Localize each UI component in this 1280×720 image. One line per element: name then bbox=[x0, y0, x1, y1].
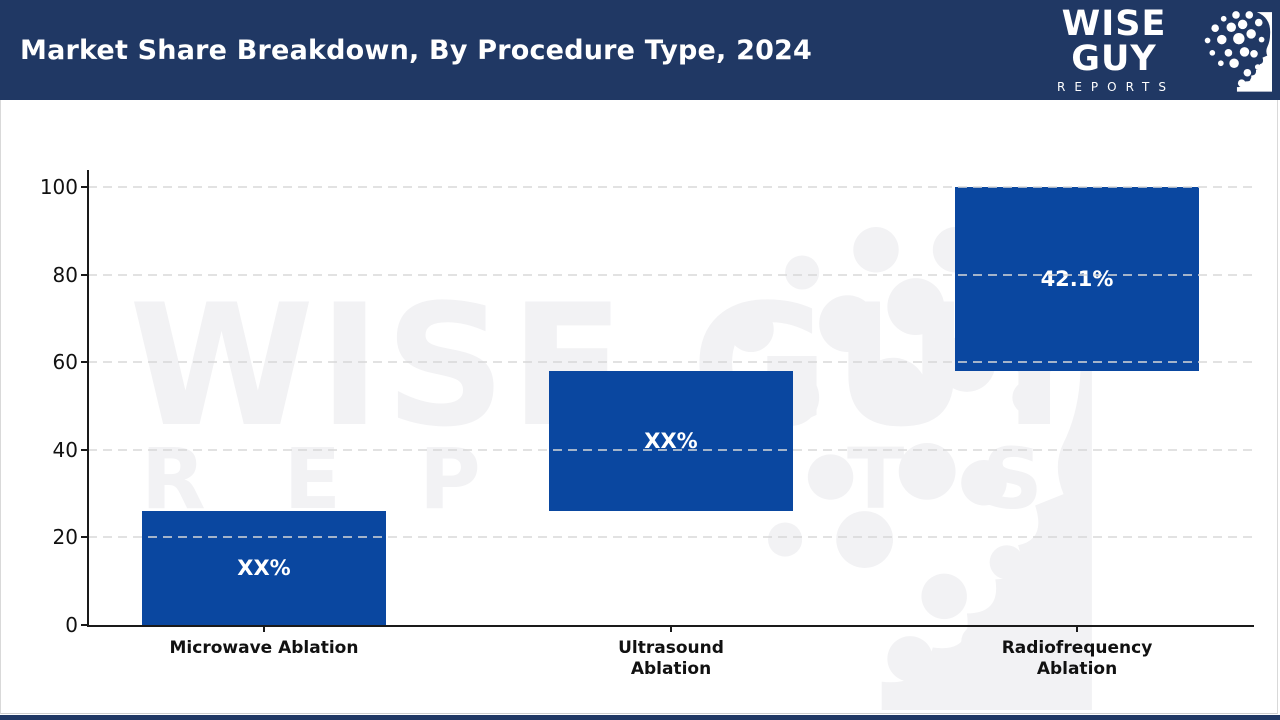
x-axis-category-label: Ultrasound Ablation bbox=[618, 638, 724, 679]
gridline-80 bbox=[88, 273, 1253, 276]
bar-value-label: 42.1% bbox=[1040, 267, 1114, 292]
logo-wordmark: WISE GUY REPORTS bbox=[1032, 3, 1196, 94]
y-axis-tick-label: 20 bbox=[52, 525, 78, 550]
gridline-40 bbox=[88, 448, 1253, 451]
y-axis-tick-label: 40 bbox=[52, 437, 78, 462]
x-axis-category-label: Microwave Ablation bbox=[169, 638, 359, 658]
gridline-100 bbox=[88, 186, 1253, 188]
x-axis-tickmark bbox=[1076, 625, 1078, 632]
wiseguy-logo: WISE GUY REPORTS bbox=[1032, 4, 1272, 96]
chart-title: Market Share Breakdown, By Procedure Typ… bbox=[20, 34, 813, 66]
bar-3: 42.1% bbox=[955, 187, 1199, 372]
y-axis-tick-label: 0 bbox=[65, 613, 78, 637]
y-axis-tick-label: 60 bbox=[52, 350, 78, 375]
x-axis-tickmark bbox=[263, 625, 265, 632]
bar-value-label: XX% bbox=[237, 556, 291, 581]
y-axis-tickmark bbox=[81, 536, 88, 539]
y-axis-tickmark bbox=[81, 624, 88, 626]
y-axis-tickmark bbox=[81, 186, 88, 188]
logo-primary-text: WISE GUY bbox=[1061, 3, 1167, 79]
gridline-60 bbox=[88, 361, 1253, 364]
y-axis-tickmark bbox=[81, 273, 88, 276]
y-axis-tickmark bbox=[81, 361, 88, 364]
y-axis-line bbox=[87, 170, 89, 627]
y-axis-tickmark bbox=[81, 448, 88, 451]
y-axis-tick-label: 80 bbox=[52, 262, 78, 287]
gridline-20 bbox=[88, 536, 1253, 539]
footer-bar bbox=[0, 715, 1280, 720]
x-axis-tickmark bbox=[670, 625, 672, 632]
x-axis-category-label: Radiofrequency Ablation bbox=[1001, 638, 1153, 679]
header-bar: Market Share Breakdown, By Procedure Typ… bbox=[0, 0, 1280, 100]
bar-1: XX% bbox=[142, 511, 386, 625]
logo-secondary-text: REPORTS bbox=[1056, 79, 1175, 94]
logo-face-icon bbox=[1204, 11, 1272, 92]
y-axis-tick-label: 100 bbox=[39, 175, 78, 199]
bar-2: XX% bbox=[549, 371, 793, 512]
